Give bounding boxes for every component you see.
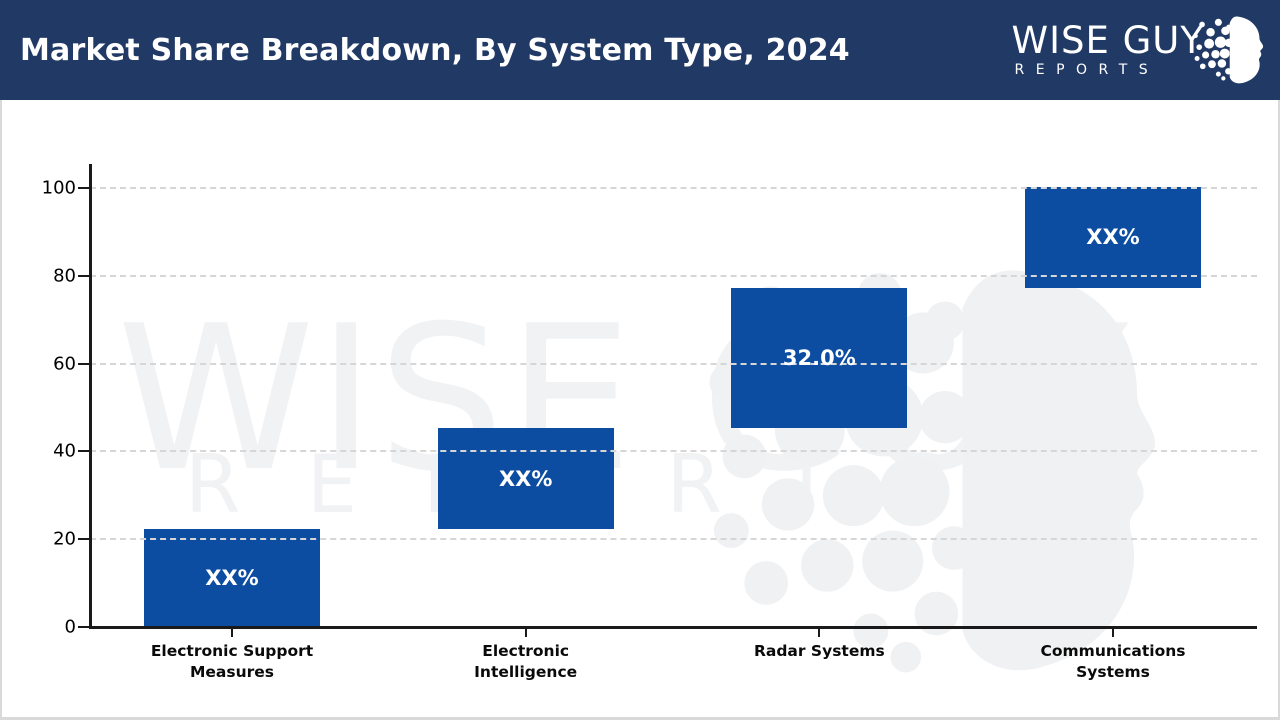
y-tick-label: 80 xyxy=(53,265,76,287)
y-tick-label: 0 xyxy=(64,616,76,638)
y-axis-spine xyxy=(89,164,92,628)
bar-3 xyxy=(1025,187,1201,288)
y-tick xyxy=(78,450,89,453)
logo-head-icon xyxy=(1193,16,1264,84)
x-category-label: Electronic Intelligence xyxy=(474,642,578,682)
y-tick xyxy=(78,362,89,365)
gridline-60 xyxy=(90,362,1257,365)
gridline-40 xyxy=(90,450,1257,453)
y-tick-label: 60 xyxy=(53,353,76,375)
brand-logo: WISE GUY REPORTS xyxy=(1012,4,1268,96)
chart-area: WISE GUY REPORTS XX%XX%32.0%XX%020406080… xyxy=(2,100,1278,717)
y-tick-label: 40 xyxy=(53,440,76,462)
gridline-100 xyxy=(90,187,1257,189)
bar-value-label: 32.0% xyxy=(782,346,856,371)
logo-wordmark: WISE GUY xyxy=(1011,19,1204,62)
x-tick xyxy=(1112,628,1114,637)
y-tick xyxy=(78,187,89,189)
bar-0 xyxy=(144,529,320,626)
y-tick-label: 20 xyxy=(53,528,76,550)
x-category-label: Communications Systems xyxy=(1040,642,1186,682)
y-tick-label: 100 xyxy=(41,177,76,199)
x-tick xyxy=(524,628,527,637)
x-tick xyxy=(231,628,233,637)
gridline-80 xyxy=(90,274,1257,277)
x-category-label: Electronic Support Measures xyxy=(150,642,314,682)
logo-subtitle: REPORTS xyxy=(1014,62,1160,78)
bar-value-label: XX% xyxy=(205,565,259,590)
x-axis-spine xyxy=(89,626,1257,629)
bar-1 xyxy=(437,428,614,530)
brand-logo-text: WISE GUY REPORTS xyxy=(1012,22,1204,78)
y-tick xyxy=(78,626,89,628)
header-bar: Market Share Breakdown, By System Type, … xyxy=(0,0,1280,100)
y-tick xyxy=(78,274,89,277)
x-category-label: Radar Systems xyxy=(753,642,885,660)
chart-title: Market Share Breakdown, By System Type, … xyxy=(20,32,850,68)
bar-2 xyxy=(731,287,908,429)
bar-value-label: XX% xyxy=(498,466,553,491)
x-tick xyxy=(818,628,821,637)
bar-value-label: XX% xyxy=(1086,225,1140,250)
gridline-20 xyxy=(90,538,1257,541)
y-tick xyxy=(78,538,89,541)
